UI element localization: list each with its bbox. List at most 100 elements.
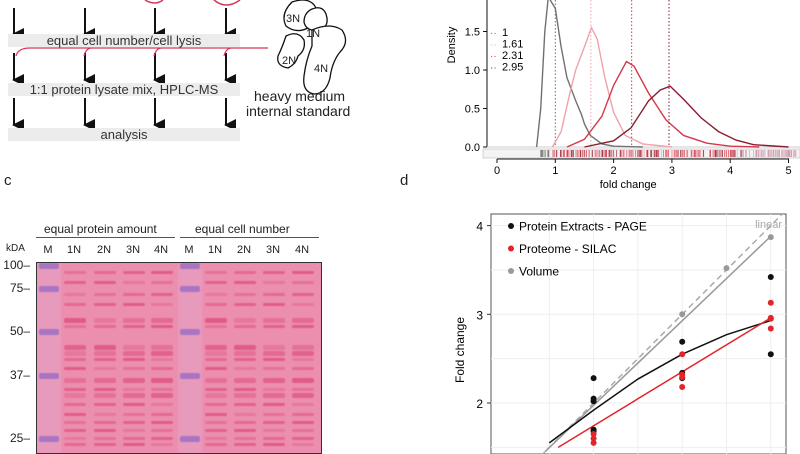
gel-image <box>36 262 322 454</box>
gel-band <box>234 325 256 328</box>
gel-band <box>292 378 314 383</box>
gel-band <box>123 271 145 274</box>
lane-label: 4N <box>153 244 169 256</box>
gel-band <box>64 388 86 391</box>
gel-band <box>292 351 314 356</box>
gel-band <box>205 388 227 391</box>
data-point <box>590 375 597 382</box>
gel-band <box>178 263 202 453</box>
lane-label: 4N <box>294 244 310 256</box>
gel-band <box>94 293 116 296</box>
gel-band <box>263 429 285 432</box>
gel-band <box>94 351 116 356</box>
lane-label: 3N <box>265 244 281 256</box>
gel-band <box>234 437 256 440</box>
gel-band <box>94 325 116 328</box>
gel-band <box>263 351 285 356</box>
density-curve-2.31 <box>566 60 760 148</box>
gel-band <box>64 403 86 406</box>
gel-band <box>94 429 116 432</box>
lane-label: 1N <box>66 244 82 256</box>
cell-outline-red <box>213 0 241 6</box>
gel-band <box>64 429 86 432</box>
gel-band <box>151 388 173 391</box>
gel-band <box>205 378 227 383</box>
gel-band <box>64 413 86 416</box>
gel-band <box>234 345 256 350</box>
data-point <box>590 431 597 438</box>
plot-frame <box>490 213 787 454</box>
gel-band <box>263 393 285 398</box>
gel-band <box>151 378 173 383</box>
gel-band <box>94 367 116 370</box>
gel-band <box>151 281 173 284</box>
legend-swatch: ·· <box>490 63 497 74</box>
gel-band <box>205 358 227 361</box>
gel-band <box>94 345 116 350</box>
gel-band <box>263 437 285 440</box>
gel-band <box>205 293 227 296</box>
gel-band <box>205 421 227 424</box>
x-tick-label: 0 <box>494 165 500 177</box>
gel-band <box>234 403 256 406</box>
gel-band <box>64 303 86 306</box>
gel-band <box>263 271 285 274</box>
gel-band <box>234 281 256 284</box>
gel-band <box>263 413 285 416</box>
data-point <box>590 398 597 405</box>
gel-band <box>64 421 86 424</box>
gel-band <box>292 271 314 274</box>
cell-label-2n: 2N <box>282 55 297 67</box>
gel-band <box>263 345 285 350</box>
linear-reference-line <box>541 214 784 454</box>
gel-band <box>94 388 116 391</box>
legend-label: 2.31 <box>502 50 523 62</box>
gel-band <box>123 367 145 370</box>
marker-label: 50– <box>9 324 30 338</box>
gel-band <box>205 413 227 416</box>
lane-label: M <box>184 244 194 256</box>
gel-band <box>39 436 59 442</box>
gel-band <box>234 393 256 398</box>
data-point <box>767 299 774 306</box>
y-tick-label: 0.0 <box>465 142 480 154</box>
gel-band <box>123 403 145 406</box>
gel-band <box>234 303 256 306</box>
panel-letter-d: d <box>400 172 409 189</box>
y-tick-label: 2 <box>476 397 483 411</box>
x-axis-label: fold change <box>600 179 657 191</box>
gel-band <box>234 271 256 274</box>
gel-band <box>151 358 173 361</box>
marker-label: 100– <box>3 258 30 272</box>
x-tick-label: 3 <box>669 165 675 177</box>
gel-band <box>292 413 314 416</box>
gel-band <box>205 303 227 306</box>
gel-band <box>205 351 227 356</box>
gel-band <box>292 318 314 323</box>
group-underline <box>180 237 319 238</box>
gel-band <box>94 378 116 383</box>
legend-swatch: ·· <box>490 51 497 62</box>
gel-band <box>180 373 200 379</box>
step-cell-lysis: equal cell number/cell lysis <box>8 34 240 47</box>
gel-band <box>64 367 86 370</box>
x-tick-label: 4 <box>727 165 733 177</box>
cell-outline-icon <box>303 25 347 95</box>
data-point <box>767 274 774 281</box>
gel-band <box>64 281 86 284</box>
cell-outline-icon <box>277 33 306 69</box>
gel-band <box>151 437 173 440</box>
fit-line-1 <box>557 317 772 448</box>
gel-band <box>205 271 227 274</box>
lane-label: 2N <box>236 244 252 256</box>
legend-marker <box>508 245 514 252</box>
y-tick-label: 0.5 <box>465 104 480 116</box>
gel-band <box>263 378 285 383</box>
gel-band <box>39 373 59 379</box>
gel-band <box>263 403 285 406</box>
y-axis-label: Fold change <box>453 317 467 383</box>
x-tick-label: 2 <box>611 165 617 177</box>
plot-area <box>541 214 784 454</box>
gel-band <box>64 378 86 383</box>
